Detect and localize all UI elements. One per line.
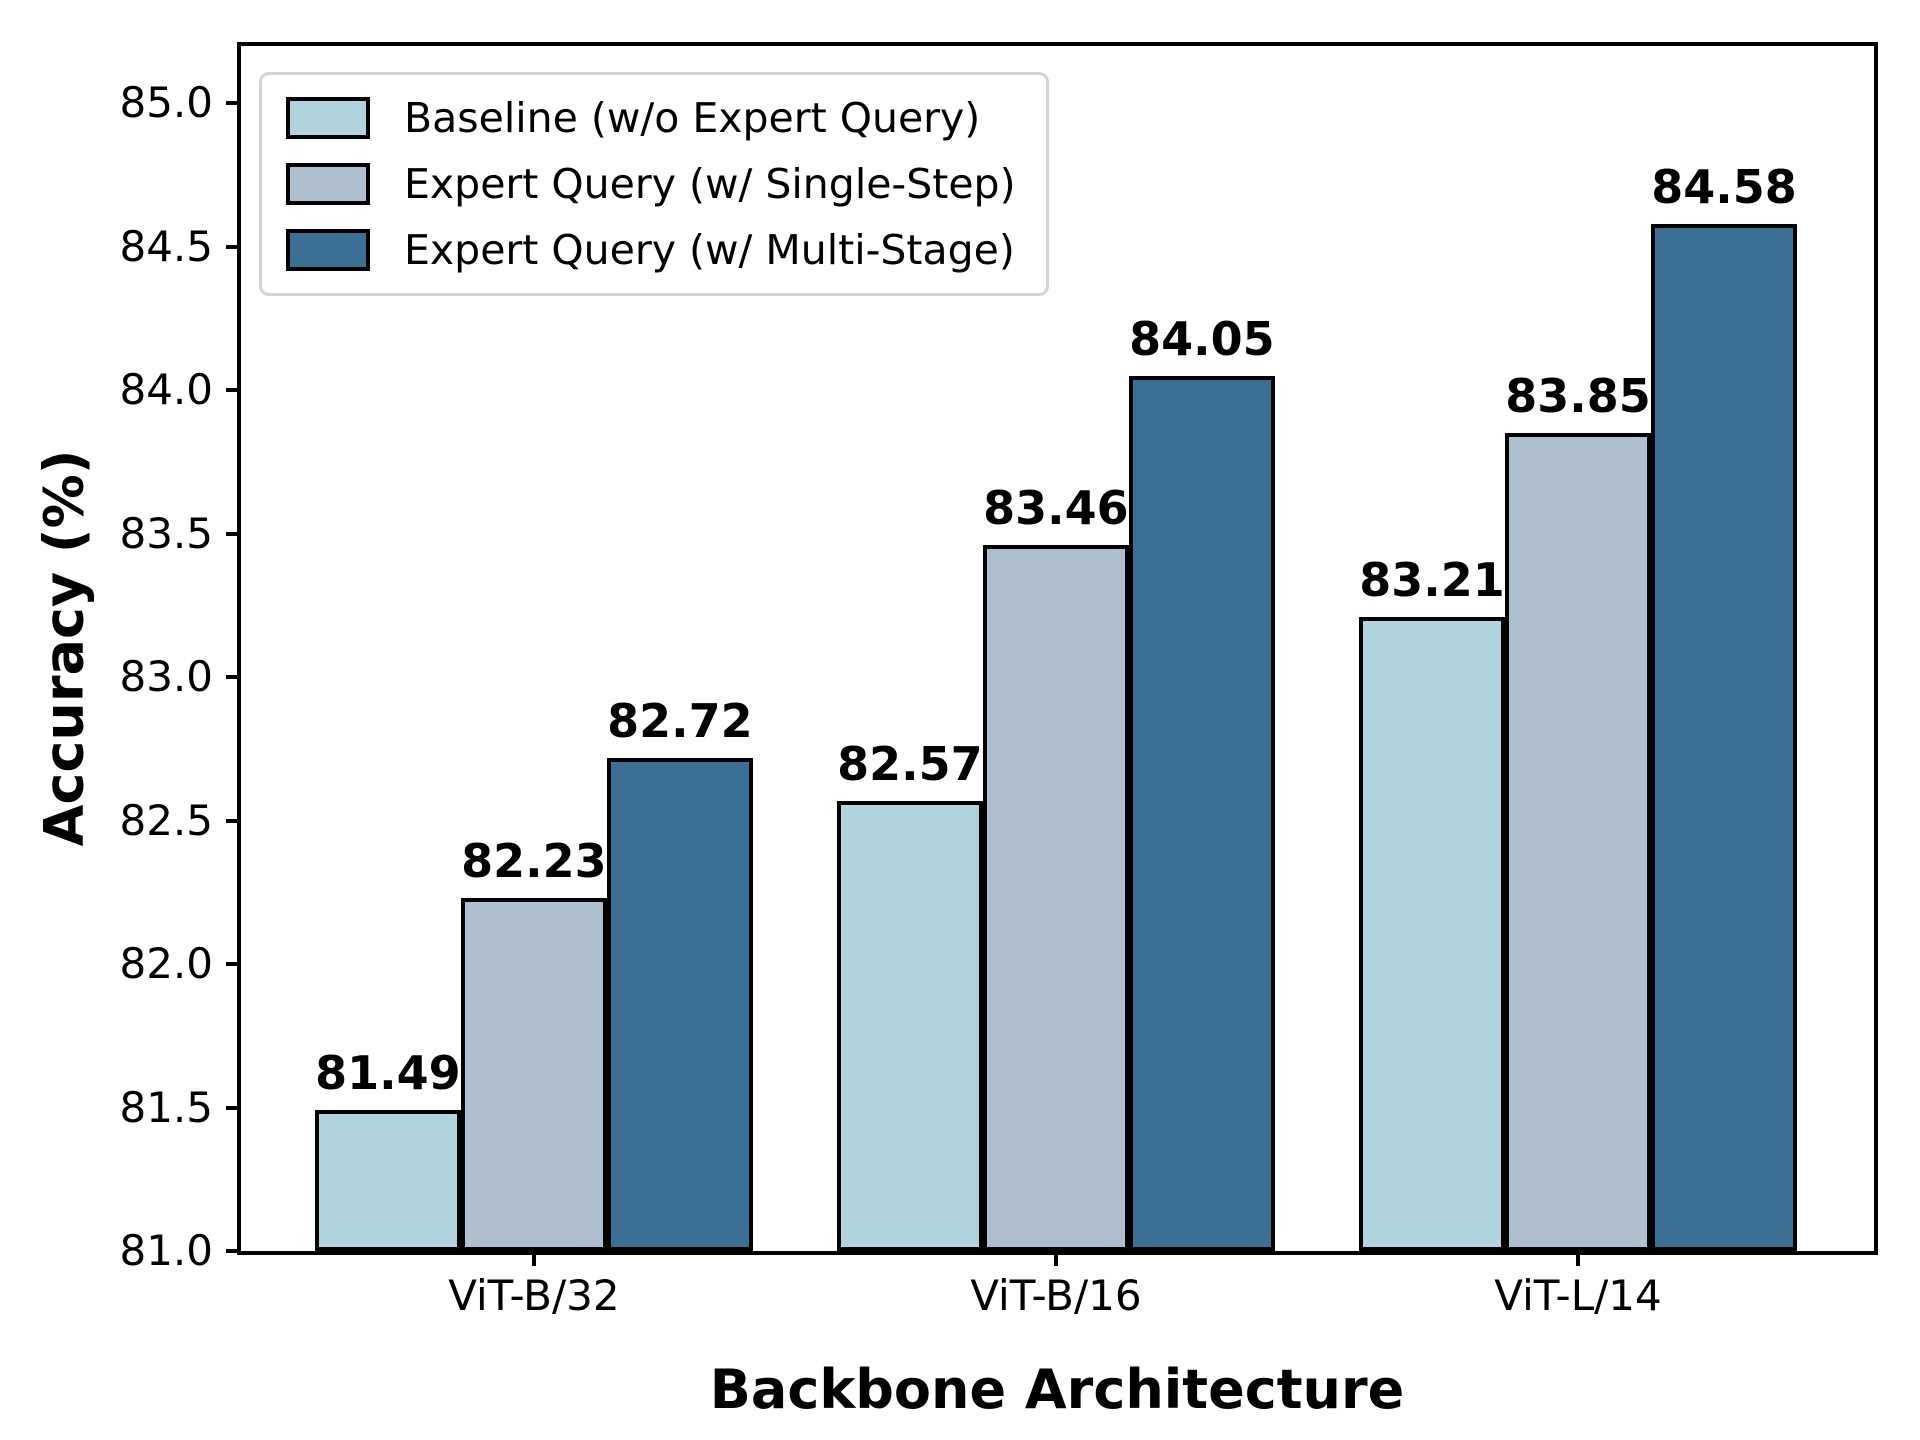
bar <box>314 1110 461 1251</box>
bar <box>1650 223 1797 1251</box>
y-tick <box>226 388 241 393</box>
legend-item: Expert Query (w/ Multi-Stage) <box>286 229 1016 271</box>
legend-swatch <box>286 163 370 205</box>
y-tick <box>226 1249 241 1253</box>
y-tick <box>226 531 241 536</box>
x-tick-label: ViT-B/32 <box>448 1271 620 1320</box>
legend-swatch <box>286 229 370 271</box>
bar <box>1128 375 1275 1251</box>
y-tick-label: 83.0 <box>119 652 213 702</box>
bar-value-label: 81.49 <box>315 1046 461 1101</box>
y-tick-label: 83.5 <box>119 508 213 558</box>
bar <box>1358 616 1505 1251</box>
y-tick <box>226 244 241 249</box>
legend-label: Expert Query (w/ Multi-Stage) <box>404 225 1015 274</box>
x-axis-label: Backbone Architecture <box>709 1358 1405 1421</box>
bar-value-label: 82.72 <box>607 693 753 748</box>
y-tick <box>226 1105 241 1110</box>
x-tick <box>1575 1251 1580 1266</box>
x-tick-label: ViT-L/14 <box>1494 1271 1662 1320</box>
y-tick-label: 81.0 <box>119 1226 213 1275</box>
bar-value-label: 83.46 <box>983 481 1129 536</box>
y-tick-label: 84.0 <box>119 365 213 415</box>
bar <box>460 898 607 1251</box>
legend-item: Baseline (w/o Expert Query) <box>286 97 1016 139</box>
bar <box>1504 433 1651 1251</box>
plot-area: Baseline (w/o Expert Query) Expert Query … <box>119 42 1878 1317</box>
y-tick-label: 82.5 <box>119 795 213 845</box>
y-tick-label: 82.0 <box>119 939 213 989</box>
bar-value-label: 82.57 <box>837 736 983 791</box>
bar <box>606 757 753 1251</box>
y-tick <box>226 675 241 680</box>
y-tick <box>226 101 241 106</box>
bar-value-label: 82.23 <box>461 834 607 889</box>
bar-value-label: 84.05 <box>1129 311 1275 366</box>
legend-label: Baseline (w/o Expert Query) <box>404 93 981 142</box>
y-tick-label: 85.0 <box>119 78 213 128</box>
bar-value-label: 84.58 <box>1651 159 1797 214</box>
bar-value-label: 83.21 <box>1359 552 1505 607</box>
y-tick-label: 81.5 <box>119 1082 213 1132</box>
legend-label: Expert Query (w/ Single-Step) <box>404 159 1016 208</box>
legend-swatch <box>286 97 370 139</box>
legend: Baseline (w/o Expert Query) Expert Query … <box>259 72 1049 296</box>
y-tick <box>226 818 241 823</box>
bar <box>836 800 983 1251</box>
y-tick-label: 84.5 <box>119 221 213 271</box>
x-tick <box>1053 1251 1058 1266</box>
bar-value-label: 83.85 <box>1505 369 1651 424</box>
bar <box>982 545 1129 1251</box>
x-tick-label: ViT-B/16 <box>970 1271 1142 1320</box>
x-tick <box>531 1251 536 1266</box>
legend-item: Expert Query (w/ Single-Step) <box>286 163 1016 205</box>
y-axis-label: Accuracy (%) <box>32 449 96 847</box>
y-tick <box>226 962 241 967</box>
